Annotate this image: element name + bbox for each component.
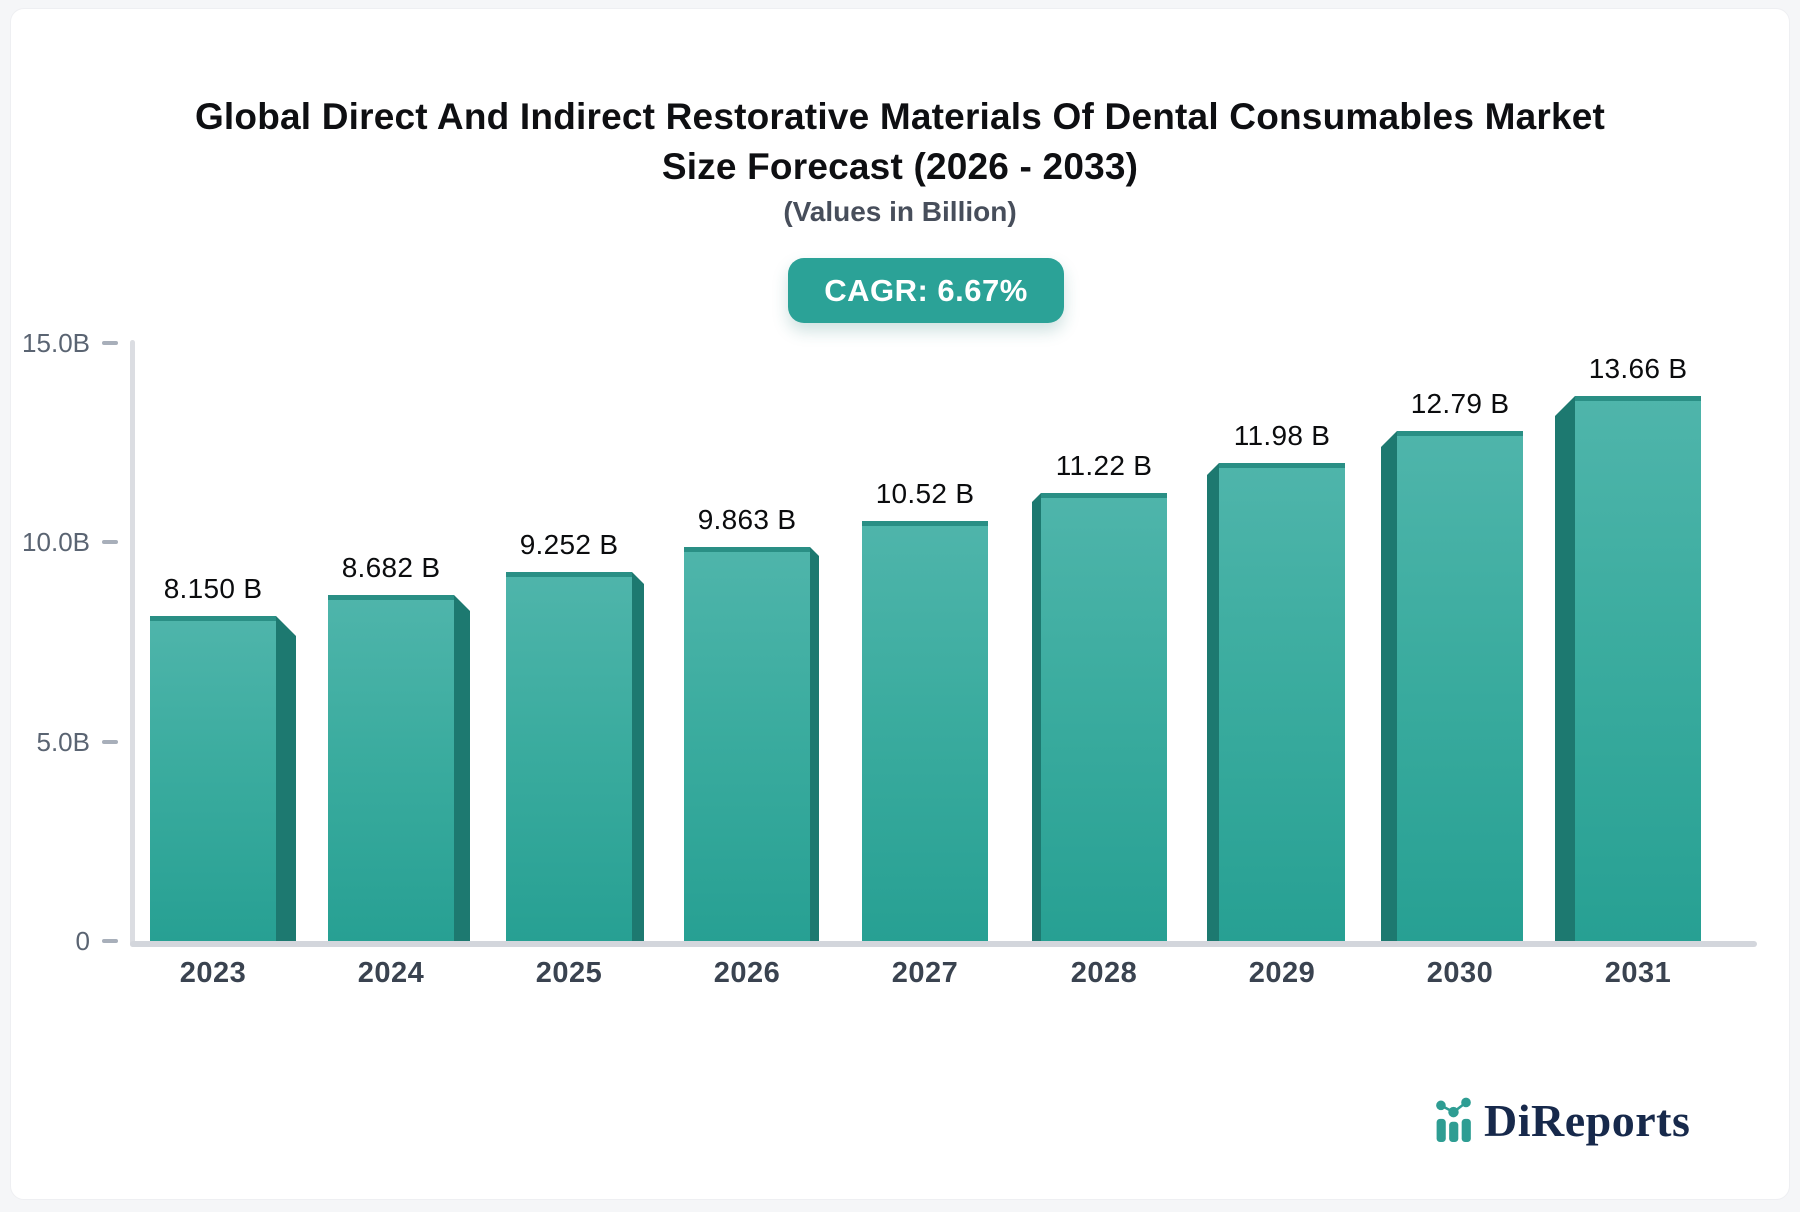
y-tick-label: 15.0B bbox=[22, 327, 90, 358]
y-tick-mark bbox=[102, 739, 118, 744]
bar-2025 bbox=[506, 572, 632, 941]
x-axis-label-2023: 2023 bbox=[179, 957, 247, 989]
bar-value-label: 9.252 B bbox=[519, 529, 619, 560]
y-tick-label: 10.0B bbox=[22, 527, 90, 557]
bar-2026 bbox=[684, 547, 810, 941]
x-axis-label-2028: 2028 bbox=[1070, 957, 1138, 989]
bar-2028 bbox=[1041, 493, 1167, 941]
bar-3d-side bbox=[632, 572, 644, 941]
x-axis-label-2030: 2030 bbox=[1426, 957, 1494, 989]
y-tick-mark bbox=[102, 939, 118, 943]
bar-3d-side bbox=[1032, 493, 1041, 941]
y-tick-mark bbox=[102, 540, 118, 544]
bar-3d-side bbox=[1207, 463, 1219, 941]
bar-2023 bbox=[150, 616, 276, 941]
brand-logo-text: DiReports bbox=[1484, 1095, 1691, 1146]
bar-value-label: 8.150 B bbox=[163, 573, 263, 604]
x-axis-label-2026: 2026 bbox=[713, 957, 781, 989]
bar-3d-side bbox=[454, 595, 470, 941]
bar-3d-side bbox=[276, 616, 296, 941]
bar-chart-logo-icon bbox=[1436, 1097, 1471, 1142]
x-axis-baseline bbox=[130, 941, 1757, 947]
chart-title-line2: Size Forecast (2026 - 2033) bbox=[661, 146, 1139, 187]
bar-value-label: 12.79 B bbox=[1410, 388, 1510, 419]
bar-value-label: 11.98 B bbox=[1233, 420, 1331, 451]
x-axis-label-2025: 2025 bbox=[535, 957, 603, 989]
bar-value-label: 11.22 B bbox=[1055, 450, 1153, 481]
bar-3d-side bbox=[1381, 431, 1397, 941]
y-tick-label: 0 bbox=[75, 926, 90, 956]
x-axis-label-2027: 2027 bbox=[891, 957, 959, 989]
chart-title-line1: Global Direct And Indirect Restorative M… bbox=[194, 96, 1606, 137]
x-axis-label-2029: 2029 bbox=[1248, 957, 1316, 989]
bar-value-label: 10.52 B bbox=[875, 478, 975, 509]
brand-logo: DiReports bbox=[1428, 1088, 1690, 1146]
chart-subtitle: (Values in Billion) bbox=[783, 196, 1017, 227]
y-tick-label: 5.0B bbox=[36, 726, 91, 757]
x-axis-label-2024: 2024 bbox=[357, 957, 425, 989]
y-tick-mark bbox=[102, 340, 118, 345]
bar-value-label: 9.863 B bbox=[697, 504, 797, 535]
bar-3d-side bbox=[1555, 396, 1575, 941]
bar-2027 bbox=[862, 521, 988, 941]
chart-title: Global Direct And Indirect Restorative M… bbox=[0, 92, 1800, 192]
bar-3d-side bbox=[810, 547, 819, 941]
bar-value-label: 8.682 B bbox=[341, 552, 441, 583]
cagr-badge: CAGR: 6.67% bbox=[788, 258, 1064, 323]
bar-value-label: 13.66 B bbox=[1588, 353, 1688, 384]
bar-2024 bbox=[328, 595, 454, 941]
bar-2030 bbox=[1397, 431, 1523, 941]
x-axis-label-2031: 2031 bbox=[1604, 957, 1672, 989]
bar-2031 bbox=[1575, 396, 1701, 941]
bar-2029 bbox=[1219, 463, 1345, 941]
y-axis-line bbox=[130, 340, 135, 947]
